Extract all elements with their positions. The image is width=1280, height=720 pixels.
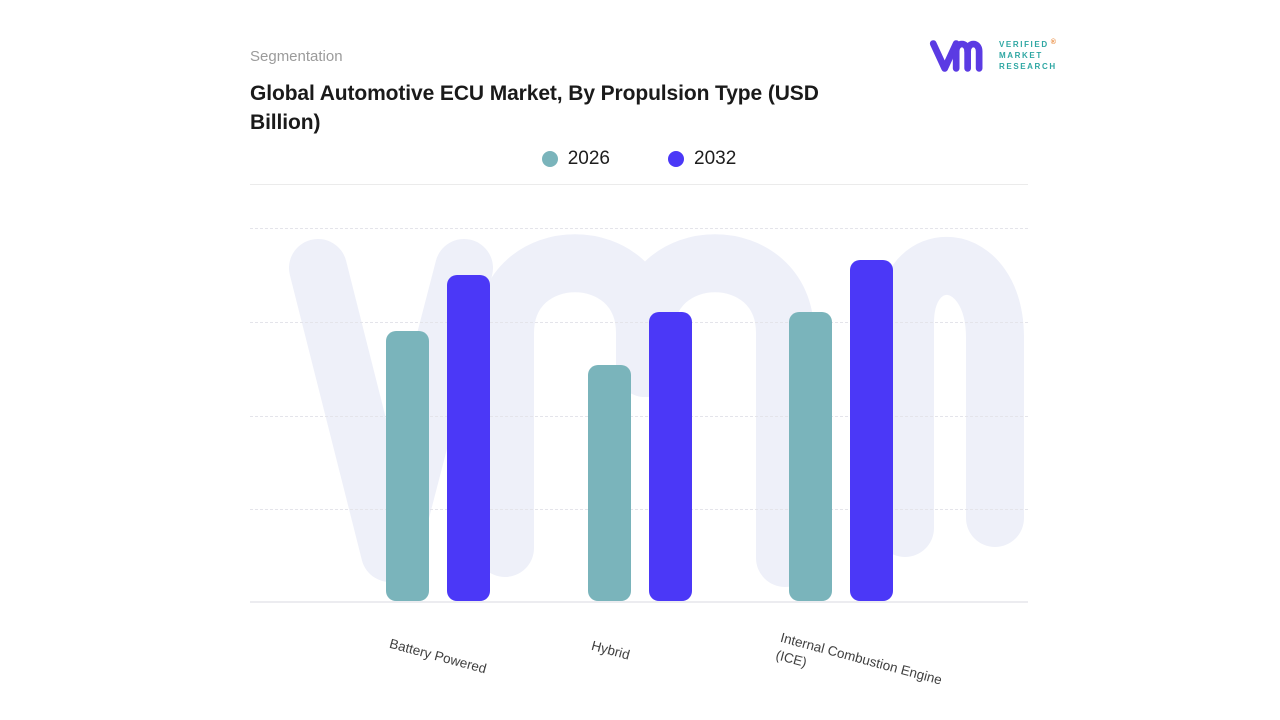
section-label: Segmentation [250,48,343,65]
bar-2032-battery-powered [447,275,490,601]
bar-2026-battery-powered [386,331,429,601]
gridline [250,509,1028,511]
legend-item-2026[interactable]: 2026 [541,148,610,170]
header-divider [250,184,1028,185]
logo-word-research: RESEARCH [999,61,1057,71]
legend-item-2032[interactable]: 2032 [668,148,736,170]
gridline [250,228,1028,229]
plot-area [250,228,1028,603]
legend: 2026 2032 [250,148,1028,170]
x-axis-label: Internal Combustion Engine (ICE) [774,629,944,688]
x-axis-label: Hybrid [589,637,632,663]
legend-label-2026: 2026 [567,148,610,169]
logo-word-verified: VERIFIED [999,39,1049,49]
legend-swatch-2026-icon [541,151,558,167]
vmr-logo-text: VERIFIED ® MARKET RESEARCH [999,38,1058,73]
chart-title: Global Automotive ECU Market, By Propuls… [250,82,819,134]
legend-swatch-2032-icon [668,151,684,167]
logo-word-market: MARKET [999,51,1043,61]
bar-2032-hybrid [649,312,692,601]
legend-label-2032: 2032 [694,148,737,169]
gridline [250,321,1028,323]
bar-2026-hybrid [588,365,631,601]
x-axis-label: Battery Powered [387,635,489,677]
registered-trademark-icon: ® [1050,38,1058,46]
gridline [250,415,1028,417]
vmr-logo-mark [929,40,983,72]
bar-2032-internal-combustion-engine [850,260,893,601]
bars-layer [250,228,1028,601]
bar-2026-internal-combustion-engine [789,312,832,601]
x-axis: Battery Powered Hybrid Internal Combustion… [250,605,1028,715]
vmr-logo: VERIFIED ® MARKET RESEARCH [928,34,1057,78]
